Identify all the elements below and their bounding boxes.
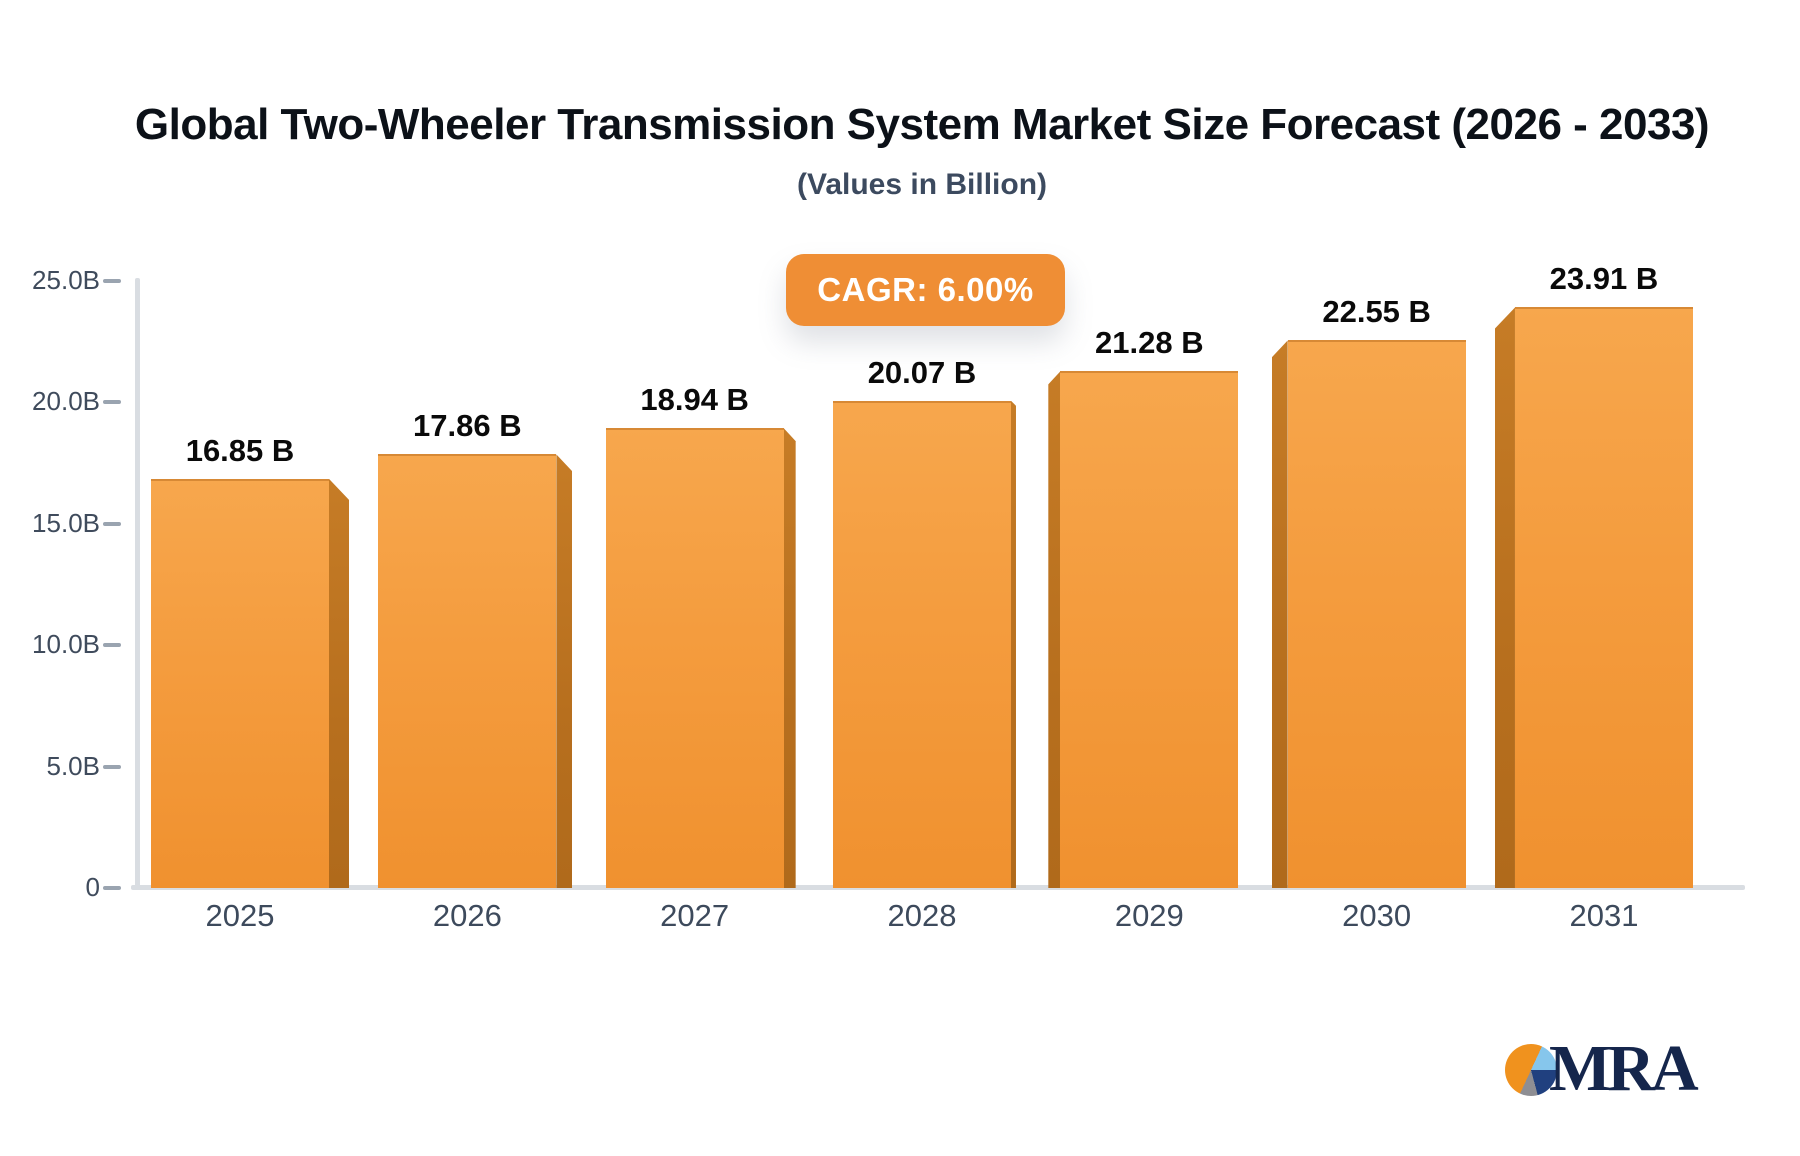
- bar-side: [556, 454, 573, 888]
- bar-face: [378, 454, 557, 888]
- bar-2025: [151, 478, 349, 888]
- bar-2029: [1048, 371, 1239, 888]
- x-tick-label: 2026: [432, 898, 502, 933]
- bar-value-label: 21.28 B: [1095, 325, 1204, 361]
- bar-2031: [1494, 307, 1693, 888]
- bar-value-label: 22.55 B: [1322, 294, 1431, 330]
- x-tick-label: 2028: [887, 898, 957, 933]
- brand-logo: MRA: [1505, 1030, 1755, 1110]
- y-tick-dash: [103, 886, 121, 890]
- pie-chart-icon: [1505, 1044, 1557, 1096]
- x-tick-label: 2029: [1114, 898, 1184, 933]
- bar-side: [1010, 400, 1016, 888]
- bar-face: [605, 428, 784, 888]
- y-tick-dash: [103, 521, 121, 526]
- bar-2026: [378, 454, 573, 888]
- bar-side: [1494, 307, 1515, 888]
- bar-side: [1048, 371, 1061, 888]
- bar-value-label: 20.07 B: [867, 354, 977, 390]
- page-title: Global Two-Wheeler Transmission System M…: [134, 100, 1710, 149]
- y-tick-dash: [103, 400, 121, 405]
- brand-text: MRA: [1549, 1032, 1699, 1105]
- y-tick-dash: [103, 764, 121, 769]
- bar-side: [329, 478, 349, 888]
- x-tick-label: 2025: [205, 898, 275, 933]
- x-tick-label: 2031: [1569, 898, 1639, 933]
- bar-face: [1060, 371, 1239, 888]
- bar-face: [1287, 340, 1466, 888]
- bar-2030: [1271, 340, 1466, 888]
- y-tick-label: 10.0B: [32, 629, 100, 660]
- cagr-badge-label: CAGR: 6.00%: [817, 271, 1034, 308]
- bar-value-label: 17.86 B: [413, 408, 522, 444]
- y-axis-line: [135, 278, 140, 888]
- y-tick-dash: [103, 643, 121, 648]
- y-tick-label: 20.0B: [32, 386, 100, 417]
- bar-value-label: 16.85 B: [185, 432, 295, 468]
- y-tick-label: 15.0B: [32, 507, 100, 538]
- cagr-badge: CAGR: 6.00%: [786, 254, 1065, 326]
- y-tick-label: 25.0B: [32, 265, 100, 295]
- bar-value-label: 23.91 B: [1549, 261, 1659, 297]
- bar-side: [1271, 340, 1288, 888]
- y-tick-label: 0: [85, 872, 100, 902]
- y-tick-label: 5.0B: [46, 750, 101, 781]
- bar-face: [832, 400, 1011, 888]
- y-tick-dash: [103, 279, 121, 283]
- bar-face: [1514, 307, 1693, 888]
- bar-value-label: 18.94 B: [640, 382, 749, 418]
- page-subtitle: (Values in Billion): [796, 168, 1048, 201]
- x-tick-label: 2027: [660, 898, 730, 933]
- bar-side: [783, 428, 796, 888]
- x-tick-label: 2030: [1342, 898, 1412, 933]
- bar-face: [151, 478, 329, 888]
- bar-2028: [832, 400, 1016, 888]
- bar-2027: [605, 428, 796, 888]
